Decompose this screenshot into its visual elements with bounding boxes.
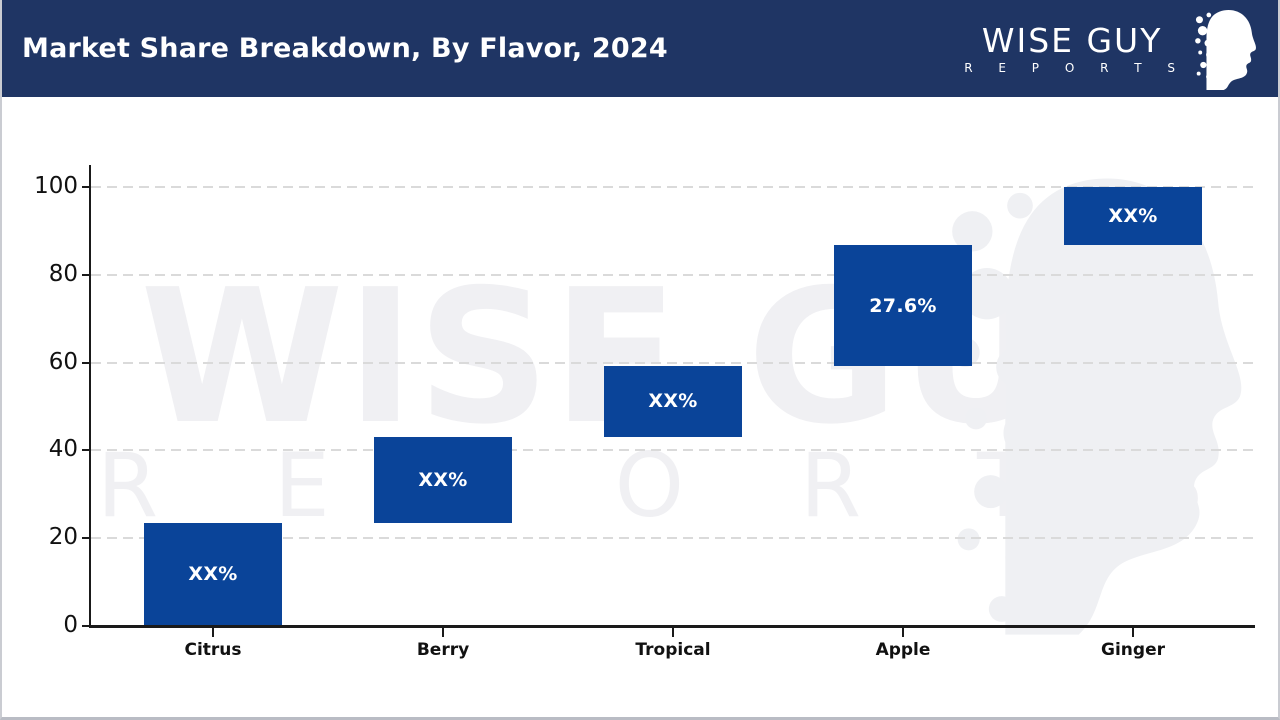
y-tick-label: 60 bbox=[48, 348, 78, 375]
bar-value-label: XX% bbox=[1108, 204, 1158, 227]
y-tick-label: 20 bbox=[48, 524, 78, 551]
bar-value-label: XX% bbox=[418, 468, 468, 491]
x-axis-label-citrus: Citrus bbox=[184, 640, 242, 660]
gridline-y100 bbox=[91, 186, 1255, 188]
x-tick-mark bbox=[672, 628, 674, 637]
bar-tropical: XX% bbox=[604, 366, 742, 437]
bar-ginger: XX% bbox=[1064, 187, 1202, 245]
watermark-face-icon bbox=[950, 178, 1242, 635]
gridline-y40 bbox=[91, 449, 1255, 452]
y-tick-mark bbox=[82, 537, 91, 540]
bar-value-label: 27.6% bbox=[869, 294, 937, 317]
x-axis-label-apple: Apple bbox=[875, 640, 931, 660]
brand-logo: WISE GUY R E P O R T S bbox=[958, 8, 1262, 90]
logo-wordmark: WISE GUY R E P O R T S bbox=[964, 21, 1186, 75]
y-tick-mark bbox=[82, 449, 91, 452]
x-tick-mark bbox=[1132, 628, 1134, 637]
page-title: Market Share Breakdown, By Flavor, 2024 bbox=[22, 33, 668, 64]
x-axis-label-berry: Berry bbox=[416, 640, 470, 660]
y-tick-label: 100 bbox=[34, 173, 78, 199]
x-tick-mark bbox=[442, 628, 444, 637]
x-axis-label-ginger: Ginger bbox=[1101, 640, 1165, 660]
x-tick-mark bbox=[212, 628, 214, 637]
y-axis-line bbox=[89, 165, 91, 626]
logo-face-icon bbox=[1195, 10, 1256, 90]
gridline-y80 bbox=[91, 273, 1255, 276]
gridline-y20 bbox=[91, 537, 1255, 540]
bar-citrus: XX% bbox=[144, 522, 282, 626]
y-tick-label: 40 bbox=[48, 436, 78, 463]
bar-apple: 27.6% bbox=[834, 244, 972, 367]
y-tick-label: 0 bbox=[63, 612, 78, 638]
bar-value-label: XX% bbox=[188, 563, 238, 586]
y-tick-mark bbox=[82, 361, 91, 364]
bar-berry: XX% bbox=[374, 436, 512, 523]
y-tick-mark bbox=[82, 186, 91, 188]
y-tick-label: 80 bbox=[48, 260, 78, 287]
bar-value-label: XX% bbox=[648, 390, 698, 413]
y-tick-mark bbox=[82, 273, 91, 276]
gridline-y60 bbox=[91, 361, 1255, 364]
header-bar: Market Share Breakdown, By Flavor, 2024 … bbox=[2, 0, 1278, 97]
x-axis-line bbox=[89, 625, 1255, 628]
y-tick-mark bbox=[82, 625, 91, 627]
chart-area: WISE GUY R E P O R T S 0 20 40 60 80 100 XX% XX… bbox=[2, 97, 1278, 717]
x-axis-label-tropical: Tropical bbox=[635, 640, 711, 660]
x-tick-mark bbox=[902, 628, 904, 637]
